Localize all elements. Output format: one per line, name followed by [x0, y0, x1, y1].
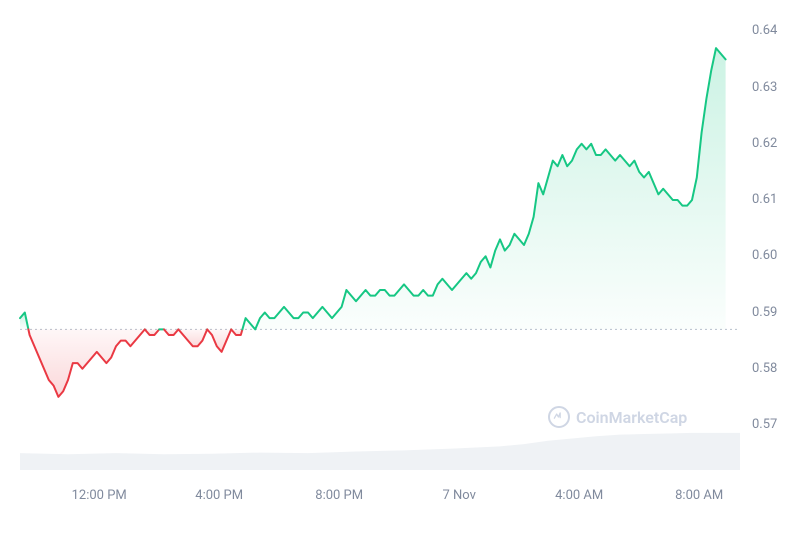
x-tick-label: 12:00 PM	[72, 488, 127, 503]
y-tick-label: 0.64	[752, 23, 777, 38]
x-tick-label: 8:00 AM	[675, 488, 723, 503]
y-tick-label: 0.60	[752, 248, 777, 263]
y-tick-label: 0.59	[752, 305, 777, 320]
y-tick-label: 0.58	[752, 361, 777, 376]
y-tick-label: 0.63	[752, 80, 777, 95]
price-chart: CoinMarketCap 0.570.580.590.600.610.620.…	[0, 0, 800, 533]
x-tick-label: 7 Nov	[442, 488, 475, 503]
chart-svg	[0, 0, 800, 533]
y-tick-label: 0.62	[752, 136, 777, 151]
x-tick-label: 4:00 AM	[555, 488, 603, 503]
y-tick-label: 0.57	[752, 417, 777, 432]
fill-above	[242, 48, 725, 329]
y-tick-label: 0.61	[752, 192, 777, 207]
x-tick-label: 4:00 PM	[195, 488, 243, 503]
x-tick-label: 8:00 PM	[315, 488, 363, 503]
volume-area	[20, 433, 740, 470]
